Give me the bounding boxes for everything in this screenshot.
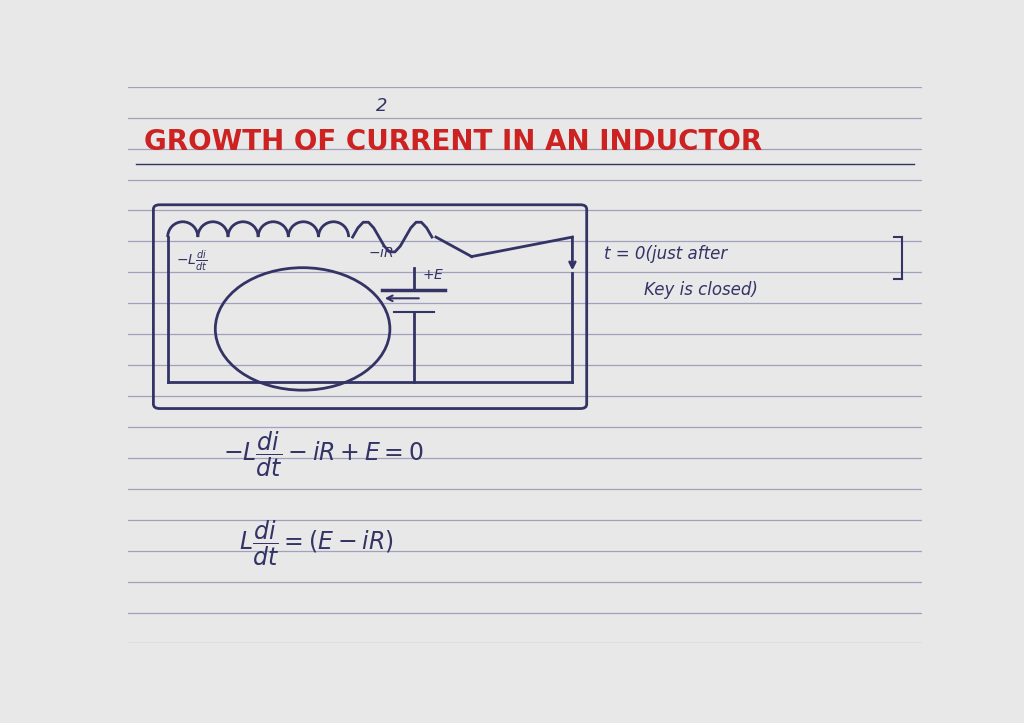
Text: $-L\frac{di}{dt}$: $-L\frac{di}{dt}$	[176, 248, 207, 273]
Text: Key is closed): Key is closed)	[644, 281, 758, 299]
Text: GROWTH OF CURRENT IN AN INDUCTOR: GROWTH OF CURRENT IN AN INDUCTOR	[143, 129, 762, 156]
Text: 2: 2	[376, 98, 388, 115]
Text: $+E$: $+E$	[422, 268, 444, 281]
Text: t = 0(just after: t = 0(just after	[604, 245, 727, 262]
Text: $-iR$: $-iR$	[369, 245, 394, 260]
Text: $L\dfrac{di}{dt} = (E - iR)$: $L\dfrac{di}{dt} = (E - iR)$	[240, 518, 393, 568]
Text: $-L\dfrac{di}{dt} - iR + E = 0$: $-L\dfrac{di}{dt} - iR + E = 0$	[223, 429, 424, 479]
